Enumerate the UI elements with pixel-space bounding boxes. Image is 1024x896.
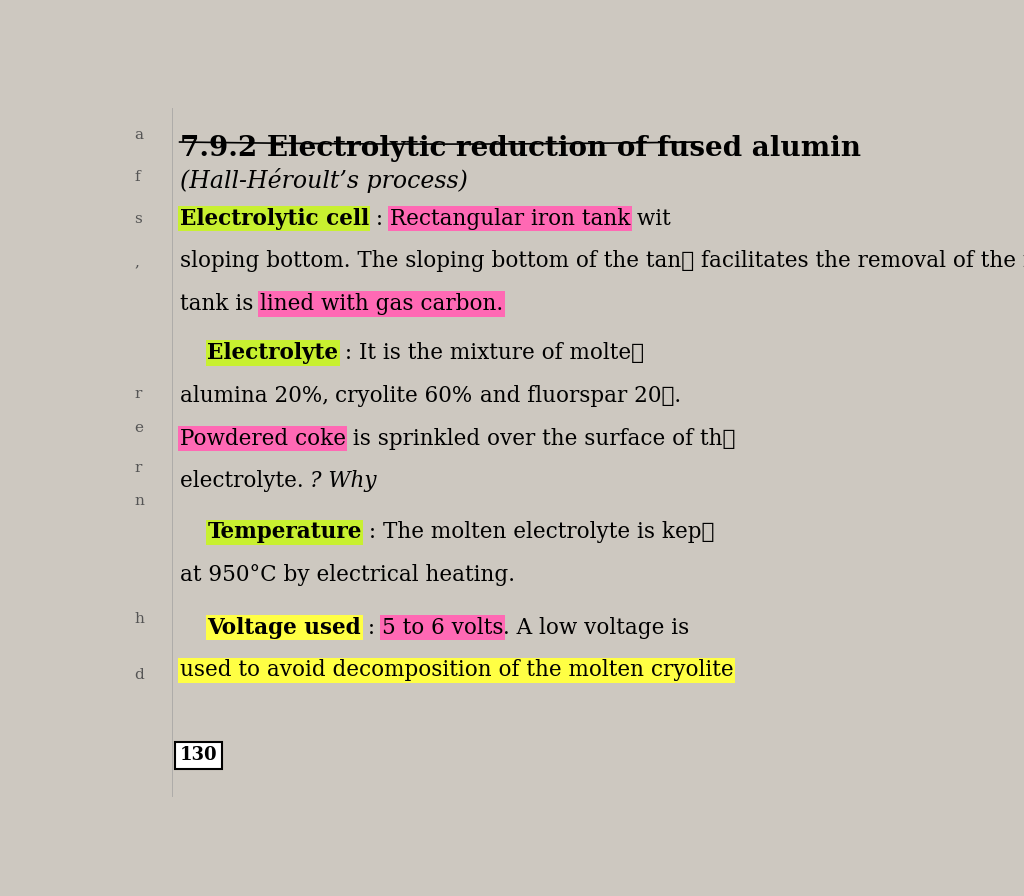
Text: : It is the mixture of molte⑧: : It is the mixture of molte⑧: [338, 342, 644, 364]
Text: is sprinkled over the surface of th⑧: is sprinkled over the surface of th⑧: [345, 427, 735, 450]
Text: 130: 130: [179, 746, 217, 764]
Text: 7.9.2 Electrolytic reduction of fused alumin: 7.9.2 Electrolytic reduction of fused al…: [179, 135, 860, 162]
Text: d: d: [134, 668, 144, 682]
Text: e: e: [134, 421, 143, 435]
Text: wit: wit: [630, 208, 671, 229]
Text: Temperature: Temperature: [207, 521, 361, 544]
Text: :: :: [369, 208, 390, 229]
Text: Electrolytic cell: Electrolytic cell: [179, 208, 369, 229]
Text: h: h: [134, 613, 144, 626]
Text: . A low voltage is: . A low voltage is: [504, 616, 690, 639]
Text: : The molten electrolyte is kep⑧: : The molten electrolyte is kep⑧: [361, 521, 714, 544]
Text: sloping bottom. The sloping bottom of the tan⑧ facilitates the removal of the mo: sloping bottom. The sloping bottom of th…: [179, 250, 1024, 272]
Text: and fluorspar 20⑧.: and fluorspar 20⑧.: [473, 385, 681, 407]
Text: n: n: [134, 494, 144, 508]
Text: a: a: [134, 128, 143, 142]
Text: used to avoid decomposition of the molten cryolite: used to avoid decomposition of the molte…: [179, 659, 733, 682]
Text: electrolyte.: electrolyte.: [179, 470, 310, 493]
Text: 5 to 6 volts: 5 to 6 volts: [382, 616, 504, 639]
Text: ,: ,: [134, 255, 139, 269]
Text: :: :: [361, 616, 382, 639]
Text: at 950°C by electrical heating.: at 950°C by electrical heating.: [179, 564, 515, 586]
Text: lined with gas carbon.: lined with gas carbon.: [260, 293, 503, 315]
Text: r: r: [134, 387, 141, 401]
Text: s: s: [134, 212, 142, 227]
Text: (Hall-Héroult’s process): (Hall-Héroult’s process): [179, 168, 468, 194]
Text: cryolite 60%: cryolite 60%: [336, 385, 473, 407]
Text: Electrolyte: Electrolyte: [207, 342, 338, 364]
Text: Powdered coke: Powdered coke: [179, 427, 345, 450]
Text: alumina 20%,: alumina 20%,: [179, 385, 336, 407]
Text: f: f: [134, 169, 140, 184]
Text: ? Why: ? Why: [310, 470, 377, 493]
Text: Voltage used: Voltage used: [207, 616, 361, 639]
Text: tank is: tank is: [179, 293, 260, 315]
Text: Rectangular iron tank: Rectangular iron tank: [390, 208, 630, 229]
Text: r: r: [134, 461, 141, 475]
